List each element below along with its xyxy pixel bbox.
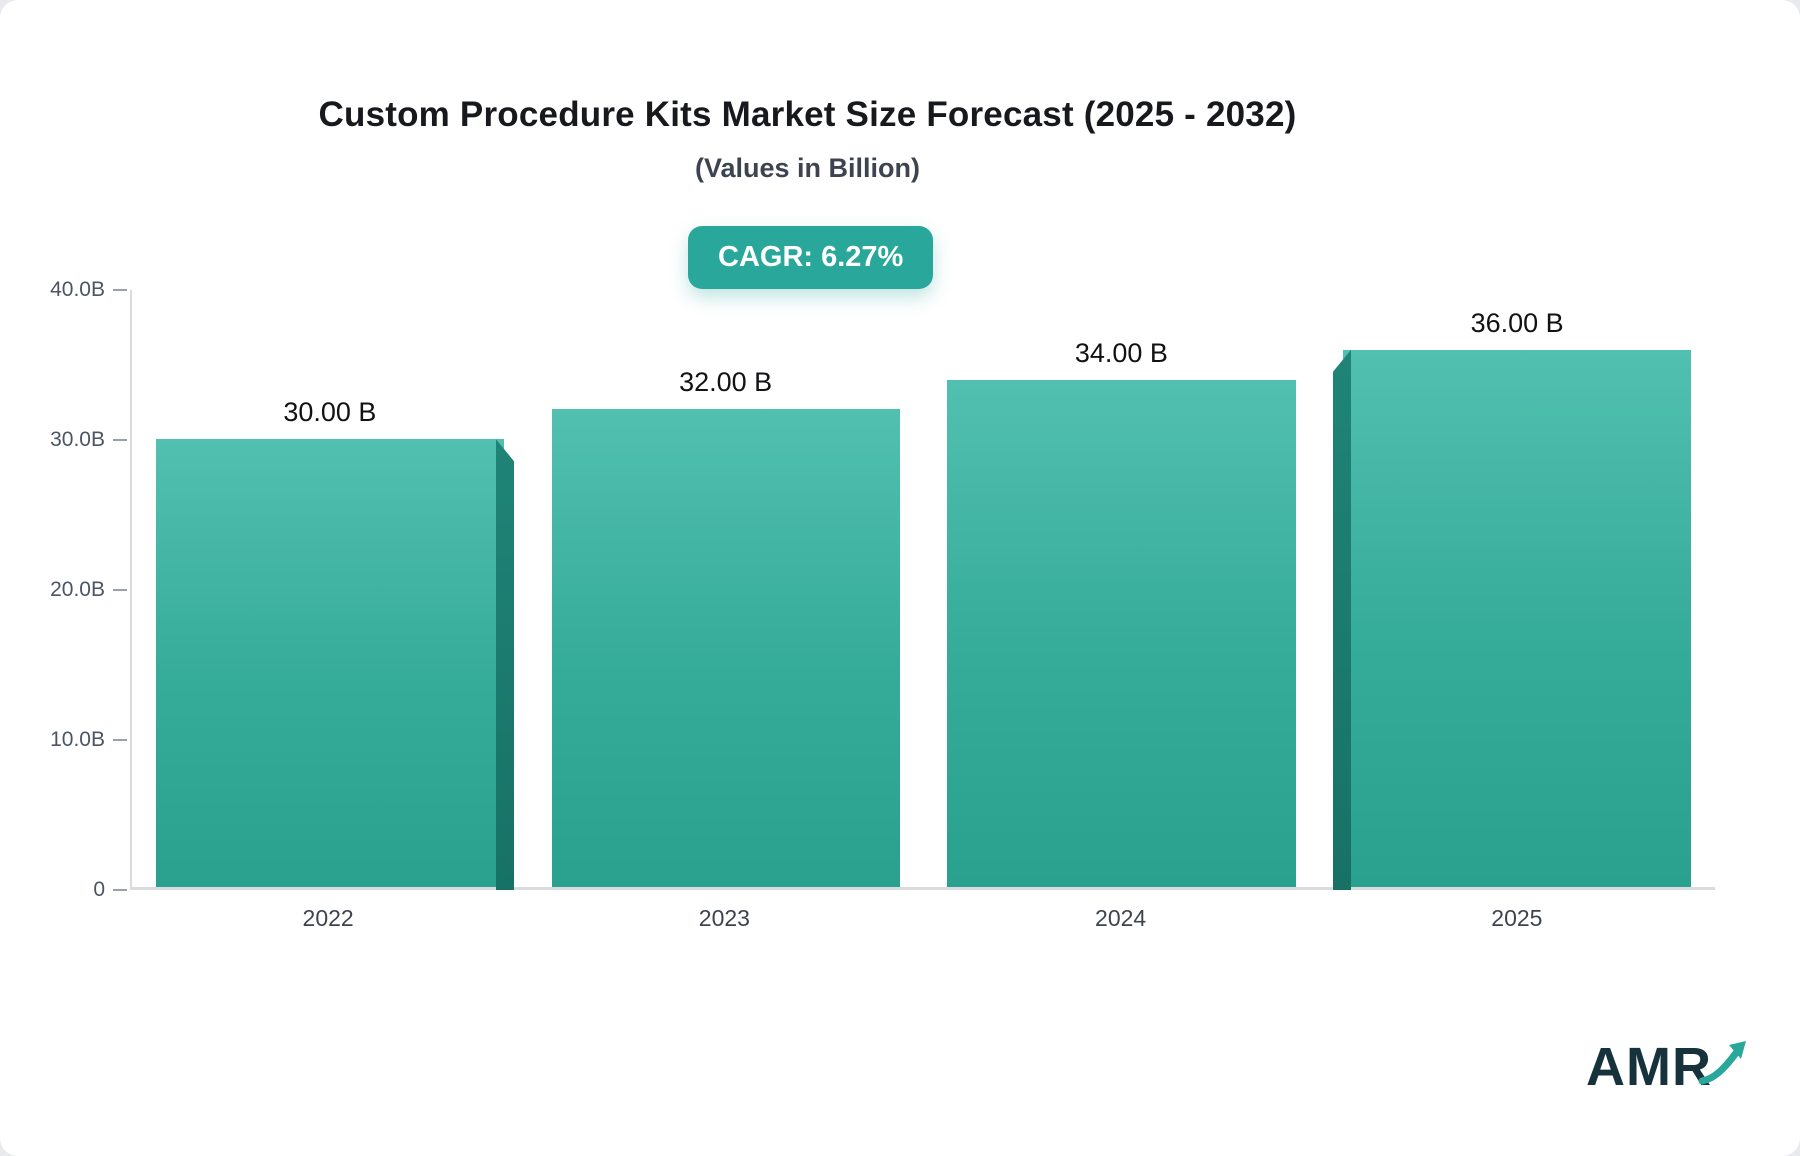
chart-header: Custom Procedure Kits Market Size Foreca… (0, 95, 1615, 184)
x-tick-label: 2025 (1491, 905, 1543, 931)
cagr-badge: CAGR: 6.27% (688, 226, 934, 289)
y-tick-label: 40.0B (50, 278, 105, 301)
bar-2025: 36.00 B (1343, 308, 1692, 887)
x-tick-label: 2023 (698, 905, 750, 931)
y-tick-label: 20.0B (50, 578, 105, 601)
plot-area: 30.00 B 32.00 B 34.00 B 36.00 B (130, 290, 1715, 890)
bar-value-label: 36.00 B (1470, 307, 1564, 338)
bar-2022: 30.00 B (155, 397, 504, 887)
chart-title: Custom Procedure Kits Market Size Foreca… (318, 95, 1297, 134)
bar-chart: 40.0B 30.0B 20.0B 10.0B 0 30.00 B 32.00 B 34.0… (35, 278, 1765, 950)
x-axis: 2022 2023 2024 2025 (130, 905, 1715, 932)
bar-2023: 32.00 B (551, 367, 900, 887)
y-tick-mark (113, 739, 127, 741)
y-tick-label: 10.0B (50, 728, 105, 751)
bar-2024: 34.00 B (947, 338, 1296, 887)
y-tick-label: 0 (93, 878, 105, 901)
y-tick-label: 30.0B (50, 428, 105, 451)
bar-value-label: 34.00 B (1074, 337, 1168, 368)
y-tick-mark (113, 289, 127, 291)
y-axis: 40.0B 30.0B 20.0B 10.0B 0 (35, 278, 127, 901)
amr-logo-text: AMR (1586, 1037, 1712, 1097)
bar-value-label: 32.00 B (679, 367, 773, 398)
bars-group: 30.00 B 32.00 B 34.00 B 36.00 B (132, 290, 1715, 887)
bar-value-label: 30.00 B (283, 397, 377, 428)
y-tick-mark (113, 439, 127, 441)
x-tick-label: 2024 (1095, 905, 1147, 931)
chart-subtitle: (Values in Billion) (694, 153, 921, 183)
y-tick-mark (113, 589, 127, 591)
amr-logo: AMR (1586, 1036, 1748, 1098)
x-tick-label: 2022 (302, 905, 354, 931)
growth-arrow-icon (1696, 1037, 1748, 1094)
y-tick-mark (113, 889, 127, 891)
